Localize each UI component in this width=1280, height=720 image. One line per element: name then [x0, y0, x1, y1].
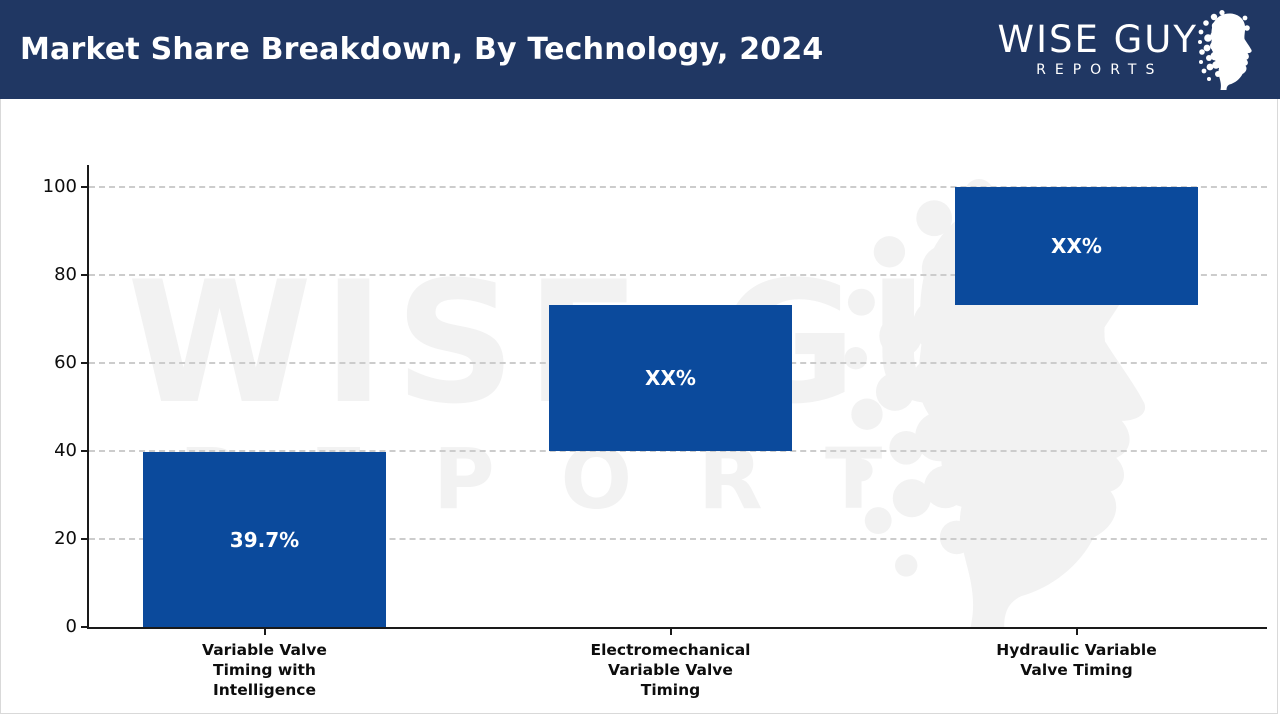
bar-segment [955, 187, 1198, 305]
logo-brand-name: WISE GUY [997, 18, 1198, 61]
header: Market Share Breakdown, By Technology, 2… [0, 0, 1280, 99]
gridline-20 [89, 538, 1267, 540]
bar-value-label: XX% [645, 365, 696, 390]
y-axis-label-60: 60 [54, 352, 77, 373]
wiseguy-logo: WISE GUY REPORTS [998, 10, 1258, 90]
plot-area: 0 20 40 60 80 100 39.7% Variable Valve Timing w… [1, 99, 1277, 713]
bar-segment [549, 304, 792, 451]
y-axis-tick-80 [81, 274, 89, 276]
y-axis-tick-0 [81, 626, 89, 628]
y-axis-line [87, 165, 89, 629]
gridline-40 [89, 450, 1267, 452]
dotted-face-profile-icon [1196, 10, 1258, 90]
y-axis-label-80: 80 [54, 264, 77, 285]
y-axis-tick-40 [81, 450, 89, 452]
logo-text: WISE GUY REPORTS [998, 21, 1198, 78]
bar-value-label: XX% [1051, 233, 1102, 258]
y-axis-tick-20 [81, 538, 89, 540]
y-axis-label-0: 0 [65, 616, 77, 637]
gridline-100 [89, 186, 1267, 188]
y-axis-label-100: 100 [42, 176, 77, 197]
x-axis-tick [1075, 629, 1078, 635]
x-axis-category-label: Hydraulic Variable Valve Timing [996, 641, 1157, 679]
bar-segment [143, 452, 386, 627]
chart-area: WISE GUY REPORTS 02040608010039.7%Variab… [0, 99, 1278, 714]
gridline-80 [89, 274, 1267, 276]
y-axis-label-20: 20 [54, 528, 77, 549]
y-axis-tick-60 [81, 362, 89, 364]
x-axis-tick [263, 629, 266, 635]
x-axis-tick [669, 629, 672, 635]
logo-brand-subtitle: REPORTS [1036, 62, 1164, 78]
x-axis-category-label: Electromechanical Variable Valve Timing [590, 641, 751, 699]
bar-value-label: 39.7% [229, 527, 300, 552]
x-axis-category-label: Variable Valve Timing with Intelligence [202, 641, 327, 699]
page-title: Market Share Breakdown, By Technology, 2… [20, 32, 824, 67]
x-axis-line [89, 627, 1267, 629]
y-axis-label-40: 40 [54, 440, 77, 461]
y-axis-tick-100 [81, 186, 89, 188]
